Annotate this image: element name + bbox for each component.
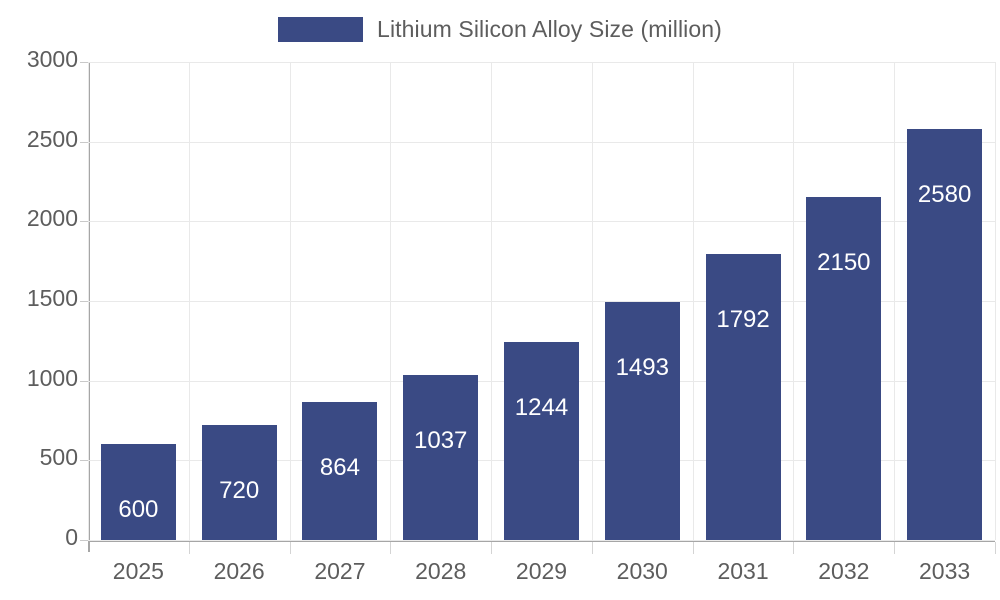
gridline-horizontal: [88, 301, 995, 302]
gridline-vertical: [995, 62, 996, 540]
gridline-horizontal: [88, 221, 995, 223]
bar-value-label: 864: [319, 454, 360, 482]
y-tick-mark: [80, 460, 88, 462]
x-tick-mark: [894, 542, 895, 554]
bar-value-label: 720: [219, 477, 260, 505]
gridline-vertical: [894, 62, 895, 540]
bar-value-label: 1493: [615, 354, 669, 382]
bar-value-label: 2150: [817, 249, 871, 277]
x-tick-mark: [491, 542, 492, 554]
gridline-horizontal: [88, 62, 995, 63]
y-tick-label: 3000: [26, 46, 78, 72]
y-tick-label: 2500: [26, 125, 78, 152]
y-tick-label: 0: [65, 524, 78, 550]
x-tick-mark: [189, 542, 190, 554]
bar-value-label: 1244: [514, 393, 569, 421]
y-tick-mark: [80, 540, 88, 541]
x-tick-mark: [592, 542, 593, 554]
gridline-horizontal: [88, 141, 995, 143]
x-tick-label: 2031: [717, 558, 769, 584]
y-tick-mark: [80, 141, 88, 143]
y-tick-mark: [80, 221, 88, 223]
legend-label: Lithium Silicon Alloy Size (million): [377, 15, 722, 42]
bar-value-label: 1792: [716, 306, 770, 334]
legend-color-swatch: [278, 16, 364, 42]
x-tick-mark: [693, 542, 694, 554]
bar[interactable]: [503, 341, 580, 540]
bar[interactable]: [403, 374, 479, 540]
gridline-vertical: [793, 62, 794, 540]
x-tick-mark: [290, 542, 291, 554]
gridline-vertical: [693, 62, 694, 540]
x-tick-label: 2029: [515, 558, 568, 584]
gridline-vertical: [592, 62, 593, 540]
gridline-vertical: [189, 62, 190, 540]
y-tick-label: 2000: [26, 205, 78, 232]
y-tick-mark: [80, 380, 88, 382]
bar[interactable]: [907, 128, 983, 540]
gridline-vertical: [290, 62, 291, 540]
x-tick-mark: [390, 542, 391, 554]
bar[interactable]: [705, 254, 781, 540]
chart-legend: Lithium Silicon Alloy Size (million): [0, 0, 1000, 58]
x-tick-mark: [995, 542, 996, 554]
x-axis-line: [88, 540, 995, 542]
bar-value-label: 600: [118, 496, 159, 524]
y-tick-mark: [80, 62, 88, 63]
x-tick-label: 2027: [314, 558, 366, 584]
bar[interactable]: [100, 444, 176, 540]
bar[interactable]: [201, 425, 277, 540]
gridline-vertical: [88, 62, 89, 540]
x-tick-label: 2033: [919, 558, 971, 584]
bar[interactable]: [806, 197, 882, 540]
plot-area: 600 720 864 1037 1244 1493 1792 2150 2580: [88, 62, 996, 541]
x-tick-label: 2030: [616, 558, 668, 584]
gridline-vertical: [491, 62, 492, 540]
x-tick-label: 2032: [818, 558, 870, 584]
gridline-horizontal: [88, 540, 995, 541]
x-tick-mark: [793, 542, 794, 554]
bar-value-label: 2580: [917, 180, 972, 208]
y-tick-label: 1000: [26, 364, 78, 391]
gridline-vertical: [390, 62, 391, 540]
y-tick-mark: [80, 301, 88, 302]
bar[interactable]: [604, 302, 680, 540]
y-tick-label: 500: [39, 444, 78, 471]
y-tick-label: 1500: [26, 285, 78, 311]
bar[interactable]: [302, 402, 378, 540]
x-tick-label: 2028: [415, 558, 467, 584]
y-axis-line: [88, 62, 90, 552]
bar-value-label: 1037: [414, 426, 468, 454]
x-tick-label: 2026: [213, 558, 265, 584]
legend-entry[interactable]: Lithium Silicon Alloy Size (million): [278, 16, 722, 43]
x-tick-label: 2025: [112, 558, 164, 584]
